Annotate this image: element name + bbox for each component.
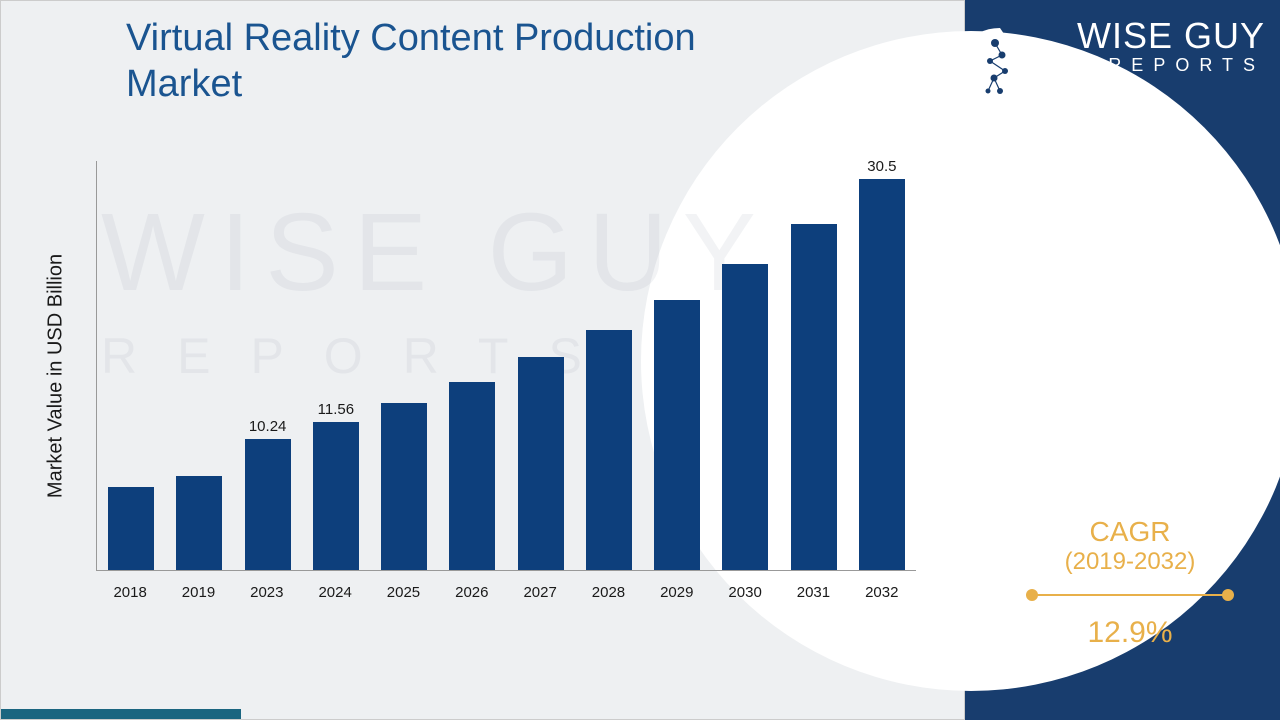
x-axis-tick-label: 2031 — [783, 584, 843, 601]
bar-value-label: 10.24 — [249, 418, 287, 435]
bar-wrapper — [647, 300, 707, 570]
chart-bar — [859, 179, 905, 570]
x-axis-tick-label: 2019 — [168, 584, 228, 601]
x-axis-tick-label: 2030 — [715, 584, 775, 601]
chart-title: Virtual Reality Content Production Marke… — [126, 16, 776, 107]
bar-value-label: 11.56 — [318, 401, 354, 418]
x-axis-tick-label: 2018 — [100, 584, 160, 601]
bar-wrapper — [374, 403, 434, 570]
chart-bar — [381, 403, 427, 570]
x-axis-tick-label: 2024 — [305, 584, 365, 601]
x-axis-tick-label: 2027 — [510, 584, 570, 601]
bar-value-label: 30.5 — [867, 158, 896, 175]
chart-bar — [791, 224, 837, 570]
bar-wrapper — [101, 487, 161, 570]
chart-bar — [245, 439, 291, 570]
bar-wrapper: 10.24 — [238, 439, 298, 570]
chart-bar — [586, 330, 632, 570]
chart-area: Market Value in USD Billion 10.2411.5630… — [91, 151, 921, 601]
x-axis-tick-label: 2023 — [237, 584, 297, 601]
bar-wrapper — [715, 264, 775, 570]
chart-bar — [449, 382, 495, 570]
bar-wrapper — [442, 382, 502, 570]
chart-bar — [654, 300, 700, 570]
logo-sub-text: REPORTS — [1077, 55, 1265, 76]
cagr-years: (2019-2032) — [1030, 548, 1230, 576]
x-axis-tick-label: 2032 — [852, 584, 912, 601]
main-panel: WISE GUY REPORTS Virtual Reality Content… — [0, 0, 965, 720]
cagr-box: CAGR (2019-2032) 12.9% — [1030, 516, 1230, 650]
x-axis-labels: 2018 2019 2023 2024 2025 2026 2027 2028 2029 2030… — [96, 584, 916, 601]
brand-logo: WISE GUY REPORTS — [1077, 15, 1265, 76]
head-profile-icon — [950, 23, 1020, 108]
chart-bar — [313, 422, 359, 570]
cagr-divider-line — [1030, 594, 1230, 596]
x-axis-tick-label: 2026 — [442, 584, 502, 601]
bars-container: 10.2411.5630.5 — [96, 161, 916, 571]
x-axis-tick-label: 2025 — [373, 584, 433, 601]
logo-main-text: WISE GUY — [1077, 15, 1265, 57]
cagr-value: 12.9% — [1030, 616, 1230, 650]
chart-bar — [518, 357, 564, 570]
container: WISE GUY REPORTS Virtual Reality Content… — [0, 0, 1280, 720]
cagr-label: CAGR — [1030, 516, 1230, 548]
x-axis-tick-label: 2028 — [578, 584, 638, 601]
bar-wrapper — [784, 224, 844, 570]
bar-wrapper — [511, 357, 571, 570]
chart-bar — [176, 476, 222, 570]
y-axis-label: Market Value in USD Billion — [45, 254, 68, 498]
chart-bar — [108, 487, 154, 570]
bar-wrapper: 11.56 — [306, 422, 366, 570]
bar-wrapper — [169, 476, 229, 570]
bar-wrapper: 30.5 — [852, 179, 912, 570]
bottom-accent-bar — [1, 709, 241, 719]
chart-bar — [722, 264, 768, 570]
x-axis-tick-label: 2029 — [647, 584, 707, 601]
bar-wrapper — [579, 330, 639, 570]
